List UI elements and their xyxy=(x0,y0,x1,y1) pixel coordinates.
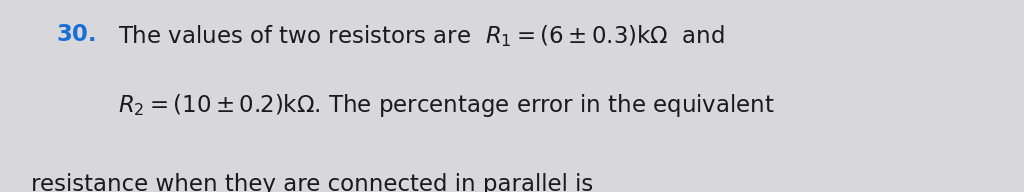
Text: 30.: 30. xyxy=(56,23,97,46)
Text: resistance when they are connected in parallel is: resistance when they are connected in pa… xyxy=(31,173,593,192)
Text: $R_2 = (10 \pm 0.2)\mathrm{k\Omega}$. The percentage error in the equivalent: $R_2 = (10 \pm 0.2)\mathrm{k\Omega}$. Th… xyxy=(118,92,774,119)
Text: The values of two resistors are  $R_1 = (6 \pm 0.3)\mathrm{k\Omega}$  and: The values of two resistors are $R_1 = (… xyxy=(118,23,725,49)
